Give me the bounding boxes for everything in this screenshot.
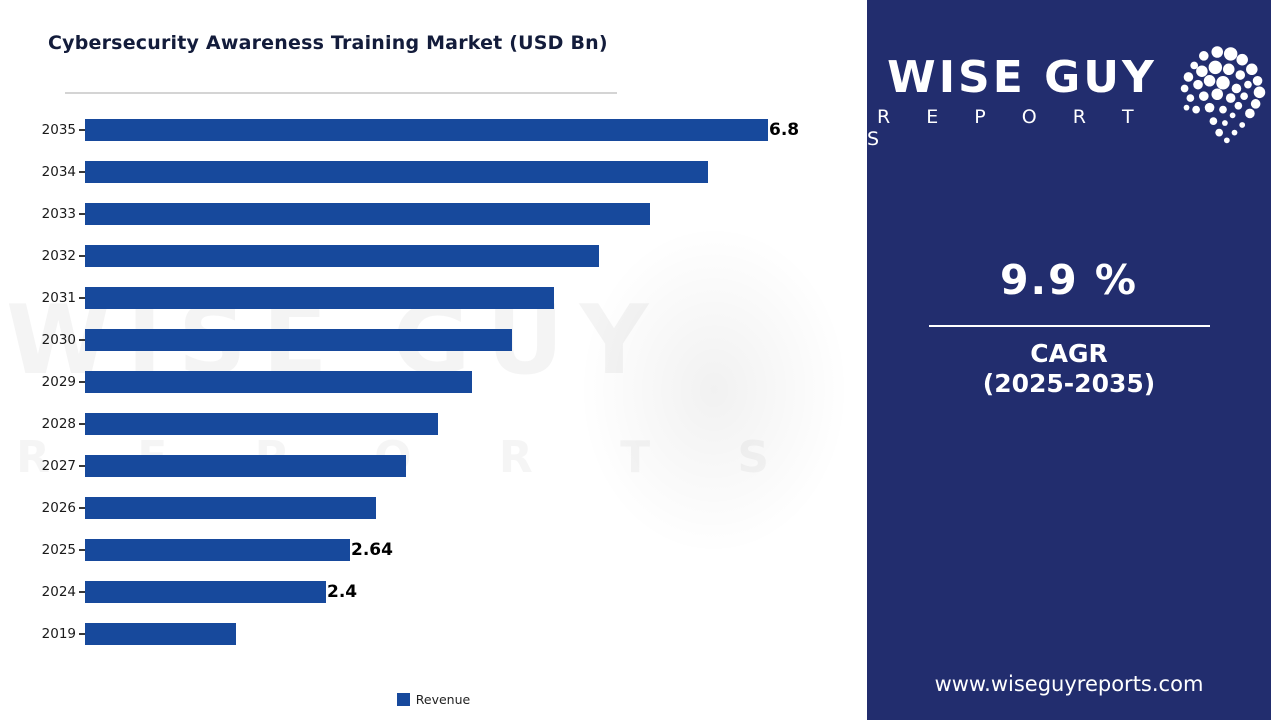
bar-2025 — [85, 539, 350, 561]
bar-2026 — [85, 497, 376, 519]
axis-tick — [79, 381, 85, 383]
cagr-value: 9.9 % — [1000, 256, 1138, 304]
chart-legend: Revenue — [0, 692, 867, 707]
y-axis-tick-label: 2031 — [41, 290, 76, 306]
brand-logo-text: WISE GUY R E P O R T S — [867, 51, 1177, 151]
bar-2033 — [85, 203, 650, 225]
bar-2030 — [85, 329, 512, 351]
y-axis-tick-label: 2030 — [41, 332, 76, 348]
axis-tick — [79, 423, 85, 425]
bar-value-label: 2.64 — [351, 540, 393, 560]
axis-tick — [79, 297, 85, 299]
bar-value-label: 2.4 — [327, 582, 358, 602]
y-axis-tick-label: 2025 — [41, 542, 76, 558]
bar-row: 2027 — [10, 445, 860, 487]
legend-swatch — [396, 693, 410, 706]
website-url: www.wiseguyreports.com — [934, 672, 1204, 696]
axis-tick — [79, 339, 85, 341]
cagr-label: CAGR (2025-2035) — [867, 339, 1271, 399]
bar-row: 2032 — [10, 235, 860, 277]
axis-tick — [79, 465, 85, 467]
bar-row: 2030 — [10, 319, 860, 361]
bar-row: 2033 — [10, 193, 860, 235]
axis-tick — [79, 507, 85, 509]
axis-tick — [79, 255, 85, 257]
bar-row: 2026 — [10, 487, 860, 529]
bar-row: 2019 — [10, 613, 860, 655]
bar-2031 — [85, 287, 554, 309]
axis-tick — [79, 171, 85, 173]
axis-tick — [79, 633, 85, 635]
cagr-label-line2: (2025-2035) — [982, 369, 1156, 398]
cagr-label-line1: CAGR — [1030, 339, 1108, 368]
cagr-divider — [929, 325, 1210, 327]
y-axis-tick-label: 2034 — [41, 164, 76, 180]
axis-tick — [79, 213, 85, 215]
chart-panel: Cybersecurity Awareness Training Market … — [0, 32, 867, 707]
title-divider — [65, 92, 617, 94]
bar-2032 — [85, 245, 599, 267]
y-axis-tick-label: 2032 — [41, 248, 76, 264]
bar-2035 — [85, 119, 768, 141]
bar-row: 2031 — [10, 277, 860, 319]
plot-area: 2035 6.8 2034 2033 2032 2031 2030 2029 2028 2027 2… — [10, 109, 860, 655]
axis-tick — [79, 549, 85, 551]
axis-tick — [79, 591, 85, 593]
y-axis-tick-label: 2019 — [41, 626, 76, 642]
y-axis-tick-label: 2024 — [41, 584, 76, 600]
bar-2027 — [85, 455, 406, 477]
bar-2034 — [85, 161, 708, 183]
chart-title: Cybersecurity Awareness Training Market … — [48, 32, 608, 54]
brand-panel: WISE GUY R E P O R T S — [867, 0, 1271, 720]
bar-row: 2035 6.8 — [10, 109, 860, 151]
y-axis-tick-label: 2028 — [41, 416, 76, 432]
bar-row: 2029 — [10, 361, 860, 403]
y-axis-tick-label: 2029 — [41, 374, 76, 390]
bar-row: 2034 — [10, 151, 860, 193]
legend-label: Revenue — [415, 692, 471, 707]
bar-row: 2028 — [10, 403, 860, 445]
brand-logo-line2: R E P O R T S — [867, 106, 1149, 151]
y-axis-tick-label: 2026 — [41, 500, 76, 516]
bar-2029 — [85, 371, 472, 393]
bar-row: 2025 2.64 — [10, 529, 860, 571]
bar-2024 — [85, 581, 326, 603]
bar-2028 — [85, 413, 438, 435]
brand-logo: WISE GUY R E P O R T S — [867, 42, 1271, 162]
dotted-head-icon — [1175, 42, 1271, 162]
bar-2019 — [85, 623, 236, 645]
bar-value-label: 6.8 — [769, 120, 800, 140]
y-axis-tick-label: 2035 — [41, 122, 76, 138]
y-axis-tick-label: 2033 — [41, 206, 76, 222]
y-axis-tick-label: 2027 — [41, 458, 76, 474]
bar-row: 2024 2.4 — [10, 571, 860, 613]
axis-tick — [79, 129, 85, 131]
brand-logo-line1: WISE GUY — [887, 51, 1157, 103]
